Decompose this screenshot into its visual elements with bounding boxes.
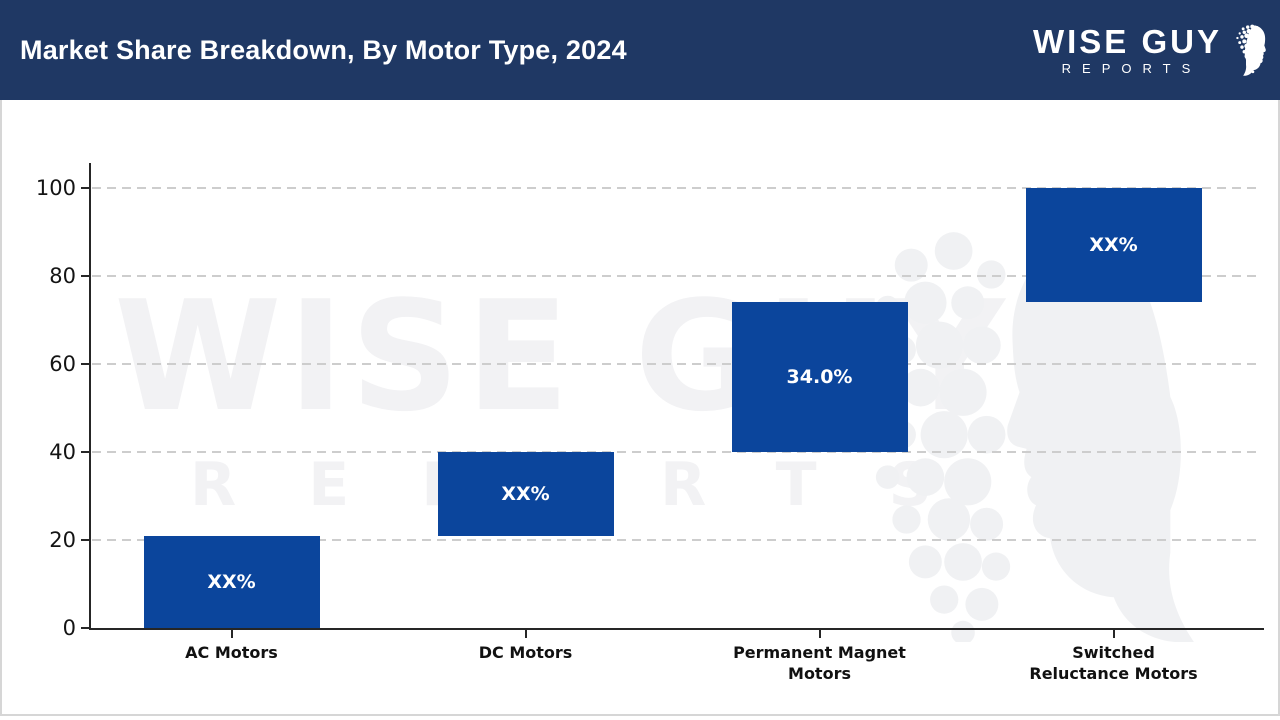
- wiseguy-face-icon: [1236, 24, 1266, 76]
- gridline: [92, 451, 1260, 453]
- y-axis-tick-label: 80: [49, 264, 76, 288]
- y-axis-tick-label: 60: [49, 352, 76, 376]
- bar-segment: XX%: [437, 452, 614, 536]
- logo-name: WISE GUY: [1032, 22, 1222, 60]
- y-axis-tick-label: 20: [49, 528, 76, 552]
- gridline: [92, 539, 1260, 541]
- y-axis-tick: [81, 451, 89, 453]
- plot-area: 0 20 40 60 80 100 XX% AC Motors XX% DC Motors 34.0…: [2, 100, 1278, 714]
- x-axis-category-label: Permanent Magnet Motors: [733, 643, 906, 683]
- x-axis-category-label: DC Motors: [478, 643, 573, 662]
- bar-value-label: XX%: [1089, 234, 1138, 257]
- bar-value-label: XX%: [207, 570, 256, 593]
- header-bar: Market Share Breakdown, By Motor Type, 2…: [0, 0, 1280, 100]
- gridline: [92, 187, 1260, 189]
- y-axis-tick: [81, 627, 89, 629]
- gridline: [92, 275, 1260, 277]
- logo-tagline: REPORTS: [1061, 60, 1202, 76]
- y-axis-tick-label: 40: [49, 440, 76, 464]
- y-axis-tick: [81, 187, 89, 189]
- gridline: [92, 363, 1260, 365]
- y-axis-tick: [81, 363, 89, 365]
- y-axis-tick-label: 100: [35, 176, 76, 200]
- y-axis-line: [89, 163, 91, 630]
- watermark-face-icon: [871, 227, 1194, 642]
- y-axis-tick: [81, 275, 89, 277]
- x-axis-category-label: AC Motors: [185, 643, 278, 662]
- wiseguy-logo: WISE GUY REPORTS: [1033, 8, 1266, 92]
- bar-segment: 34.0%: [731, 302, 908, 452]
- x-axis-tick: [1112, 630, 1115, 638]
- bar-value-label: XX%: [501, 482, 550, 505]
- bar-segment: XX%: [143, 535, 320, 628]
- x-axis-tick: [230, 630, 233, 638]
- bar-segment: XX%: [1025, 188, 1202, 303]
- x-axis-tick: [818, 630, 821, 638]
- bar-value-label: 34.0%: [786, 366, 853, 389]
- y-axis-tick-label: 0: [62, 616, 76, 640]
- x-axis-line: [89, 628, 1264, 630]
- page-title: Market Share Breakdown, By Motor Type, 2…: [20, 34, 627, 65]
- y-axis-tick: [81, 539, 89, 541]
- logo-text: WISE GUY REPORTS: [1032, 22, 1222, 76]
- x-axis-tick: [524, 630, 527, 638]
- x-axis-category-label: Switched Reluctance Motors: [1029, 643, 1198, 683]
